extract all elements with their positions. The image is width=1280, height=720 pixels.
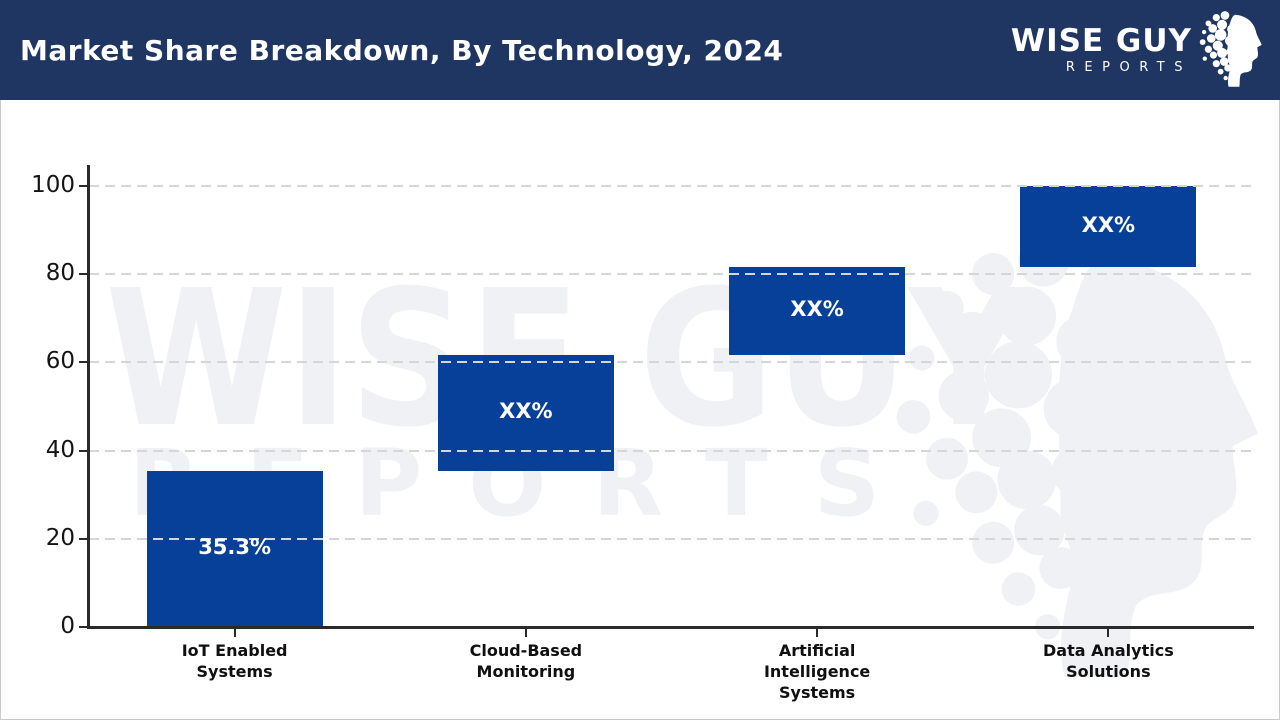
y-tick: [79, 449, 88, 452]
x-tick: [233, 628, 236, 637]
bar-value-label: 35.3%: [198, 535, 272, 560]
x-axis: [87, 626, 1254, 629]
y-tick-label: 20: [45, 524, 75, 551]
y-tick-label: 0: [60, 613, 75, 639]
y-tick-label: 80: [45, 260, 75, 287]
chart-title: Market Share Breakdown, By Technology, 2…: [20, 33, 784, 67]
category-label: Cloud-Based Monitoring: [469, 641, 583, 681]
x-tick: [524, 628, 527, 637]
bar-value-label: XX%: [499, 399, 553, 424]
bar-value-label: XX%: [790, 297, 844, 322]
head-profile-icon: [1199, 11, 1262, 87]
y-tick-label: 60: [45, 348, 75, 375]
logo-wordmark: WISE GUY: [1010, 22, 1192, 59]
watermark-head-icon: [896, 236, 1258, 678]
y-tick: [79, 537, 88, 540]
y-tick: [79, 273, 88, 276]
gridline: [89, 449, 1254, 452]
gridline: [89, 273, 1254, 276]
y-tick: [79, 626, 88, 628]
logo-text: WISE GUY REPORTS: [1010, 22, 1192, 75]
header-bar: Market Share Breakdown, By Technology, 2…: [0, 0, 1280, 100]
y-tick-label: 40: [45, 436, 75, 463]
chart-canvas: WISE GUY REPORTS 0 20 40 60 80 100 35.3% IoT En…: [0, 100, 1280, 720]
bar-segment: [1020, 186, 1197, 268]
logo-subtitle: REPORTS: [1065, 59, 1192, 75]
bar-segment: [437, 355, 614, 472]
x-tick: [816, 628, 819, 637]
bar-segment: [146, 471, 323, 627]
y-axis: [87, 164, 90, 629]
wise-guy-logo: WISE GUY REPORTS: [1011, 8, 1266, 92]
bar-value-label: XX%: [1081, 212, 1136, 237]
x-tick: [1107, 628, 1110, 637]
category-label: IoT Enabled Systems: [181, 641, 288, 681]
y-tick: [79, 361, 88, 364]
gridline: [89, 185, 1254, 187]
y-tick: [79, 185, 88, 187]
bar-segment: [729, 267, 906, 356]
gridline: [89, 361, 1254, 364]
category-label: Artificial Intelligence Systems: [763, 641, 871, 702]
category-label: Data Analytics Solutions: [1043, 641, 1174, 681]
gridline: [89, 537, 1254, 540]
y-tick-label: 100: [31, 172, 75, 198]
